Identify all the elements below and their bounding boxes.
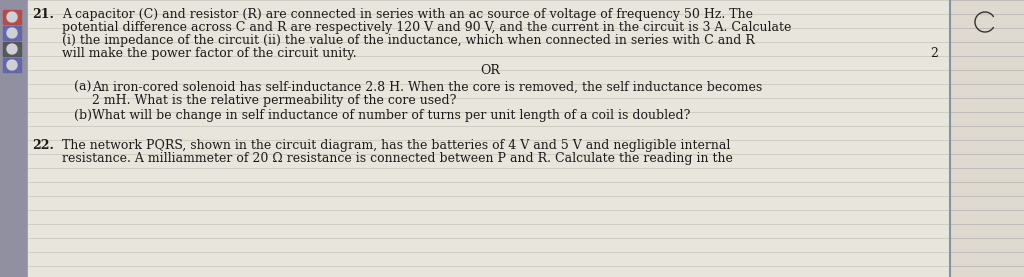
Text: resistance. A milliammeter of 20 Ω resistance is connected between P and R. Calc: resistance. A milliammeter of 20 Ω resis… [62, 152, 733, 165]
Text: OR: OR [480, 64, 500, 77]
Text: (a): (a) [74, 81, 91, 94]
Circle shape [7, 12, 17, 22]
Text: 22.: 22. [32, 139, 54, 152]
Bar [950, 0, 1024, 277]
Text: 2: 2 [930, 47, 938, 60]
Text: An iron-cored solenoid has self-inductance 2.8 H. When the core is removed, the : An iron-cored solenoid has self-inductan… [92, 81, 762, 94]
Bar [3, 26, 22, 40]
Bar [3, 58, 22, 72]
Text: What will be change in self inductance of number of turns per unit length of a c: What will be change in self inductance o… [92, 109, 690, 122]
Circle shape [7, 60, 17, 70]
Text: A capacitor (C) and resistor (R) are connected in series with an ac source of vo: A capacitor (C) and resistor (R) are con… [62, 8, 753, 21]
Text: (b): (b) [74, 109, 92, 122]
Text: will make the power factor of the circuit unity.: will make the power factor of the circui… [62, 47, 356, 60]
Text: The network PQRS, shown in the circuit diagram, has the batteries of 4 V and 5 V: The network PQRS, shown in the circuit d… [62, 139, 730, 152]
Bar [3, 10, 22, 24]
Text: 2 mH. What is the relative permeability of the core used?: 2 mH. What is the relative permeability … [92, 94, 457, 107]
Text: 21.: 21. [32, 8, 54, 21]
Circle shape [7, 44, 17, 54]
Circle shape [7, 28, 17, 38]
Text: potential difference across C and R are respectively 120 V and 90 V, and the cur: potential difference across C and R are … [62, 21, 792, 34]
Bar [3, 42, 22, 56]
Text: (i) the impedance of the circuit (ii) the value of the inductance, which when co: (i) the impedance of the circuit (ii) th… [62, 34, 755, 47]
